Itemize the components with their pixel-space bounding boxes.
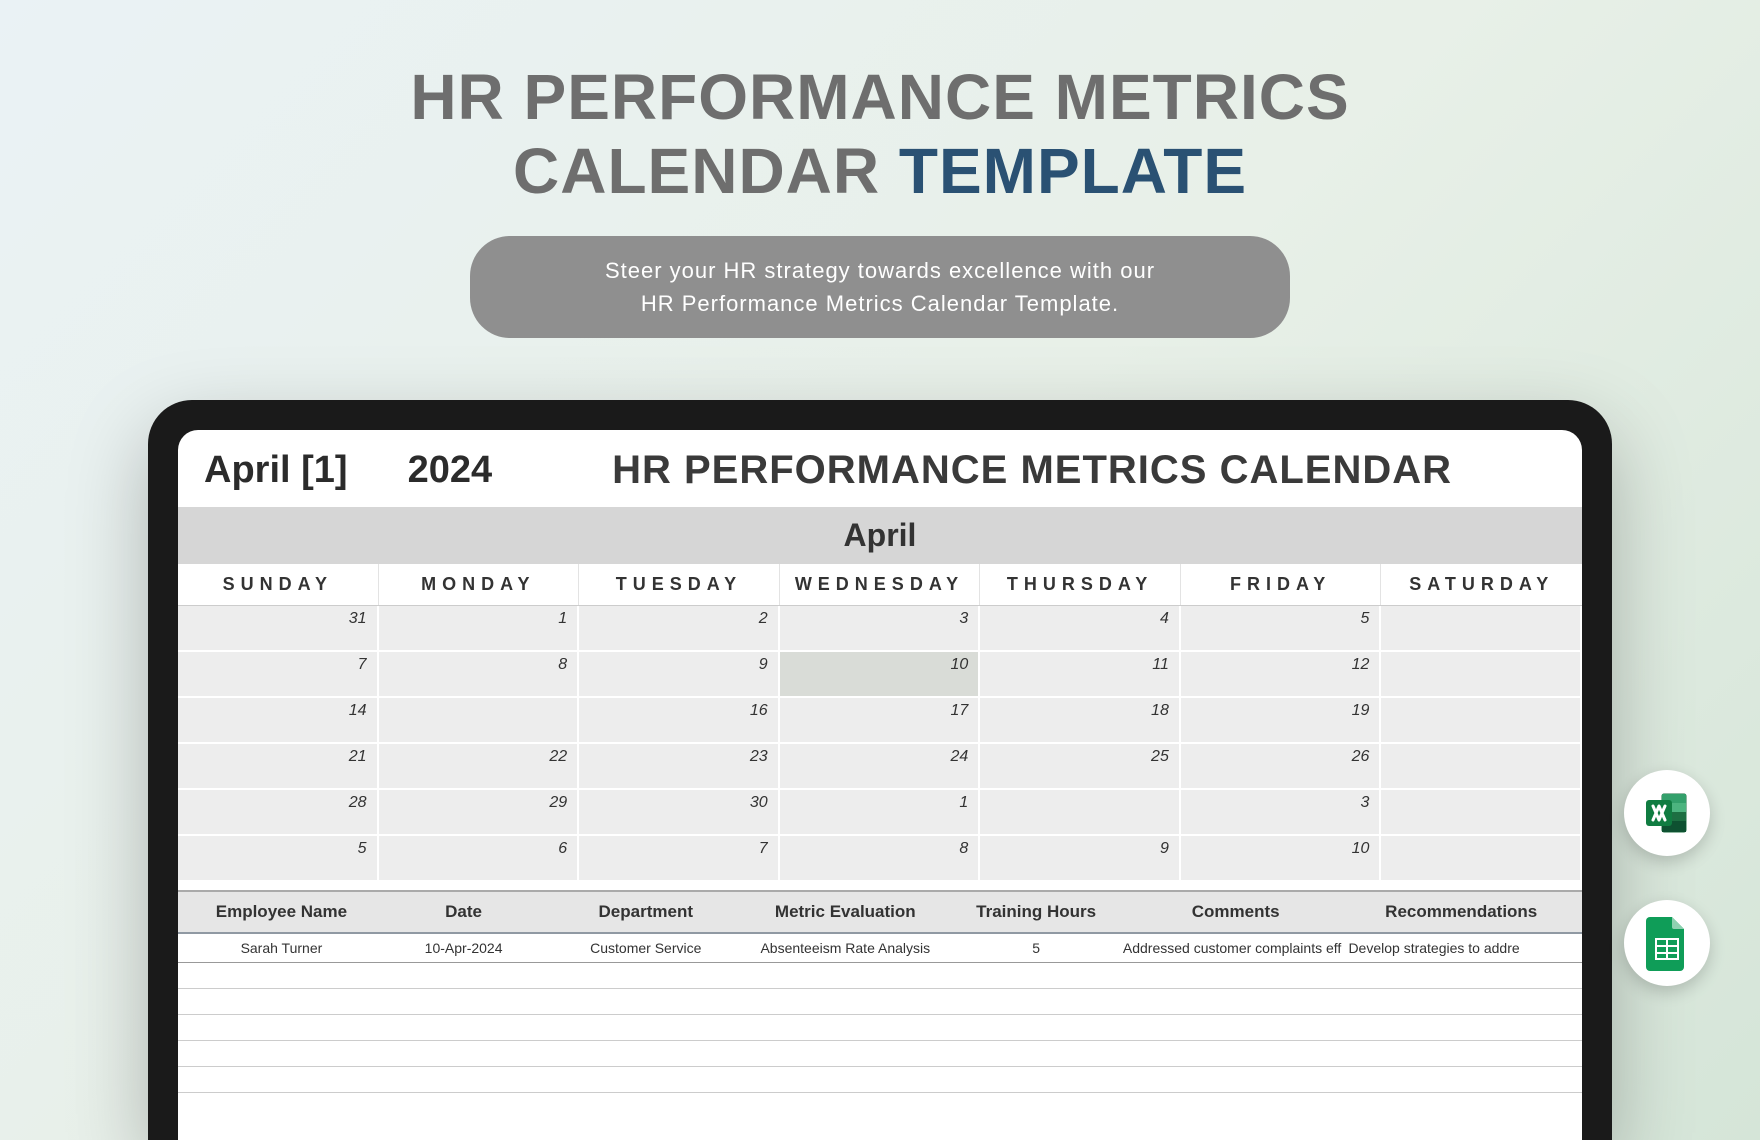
calendar-cell[interactable]: 10 — [780, 652, 981, 698]
sheet-header: April [1] 2024 HR PERFORMANCE METRICS CA… — [178, 430, 1582, 507]
data-table-header: Employee Name Date Department Metric Eva… — [178, 890, 1582, 934]
col-recs: Recommendations — [1348, 902, 1574, 922]
calendar-cell[interactable]: 28 — [178, 790, 379, 836]
col-metric: Metric Evaluation — [741, 902, 949, 922]
col-comments: Comments — [1123, 902, 1349, 922]
subtitle-line2: HR Performance Metrics Calendar Template… — [500, 287, 1260, 320]
subtitle-line1: Steer your HR strategy towards excellenc… — [500, 254, 1260, 287]
calendar-cell[interactable]: 11 — [980, 652, 1181, 698]
calendar-cell[interactable] — [980, 790, 1181, 836]
col-date: Date — [377, 902, 551, 922]
calendar-cell[interactable]: 3 — [1181, 790, 1382, 836]
weekday-fri: FRIDAY — [1181, 564, 1382, 605]
calendar-cell[interactable]: 30 — [579, 790, 780, 836]
calendar-cell[interactable] — [1381, 744, 1582, 790]
calendar-cell[interactable]: 9 — [980, 836, 1181, 882]
calendar-cell[interactable] — [1381, 790, 1582, 836]
sheet-title: HR PERFORMANCE METRICS CALENDAR — [612, 448, 1452, 493]
month-selector[interactable]: April [1] — [204, 449, 348, 492]
calendar-cell[interactable]: 23 — [579, 744, 780, 790]
tablet-frame: April [1] 2024 HR PERFORMANCE METRICS CA… — [148, 400, 1612, 1140]
calendar-cell[interactable]: 6 — [379, 836, 580, 882]
cell-hours: 5 — [949, 940, 1123, 956]
year-label: 2024 — [408, 449, 493, 492]
calendar-cell[interactable]: 1 — [379, 606, 580, 652]
excel-badge[interactable] — [1624, 770, 1710, 856]
title-line1: HR PERFORMANCE METRICS — [0, 60, 1760, 134]
cell-employee: Sarah Turner — [186, 940, 377, 956]
calendar-cell[interactable]: 24 — [780, 744, 981, 790]
calendar-cell[interactable]: 7 — [579, 836, 780, 882]
cell-recs: Develop strategies to addre — [1348, 940, 1574, 956]
title-line2-prefix: CALENDAR — [513, 135, 899, 207]
calendar-cell[interactable]: 4 — [980, 606, 1181, 652]
calendar-cell[interactable]: 8 — [379, 652, 580, 698]
table-row[interactable]: Sarah Turner 10-Apr-2024 Customer Servic… — [178, 934, 1582, 963]
calendar-cell[interactable]: 7 — [178, 652, 379, 698]
weekday-wed: WEDNESDAY — [780, 564, 981, 605]
calendar-cell[interactable]: 3 — [780, 606, 981, 652]
calendar-cell[interactable]: 18 — [980, 698, 1181, 744]
weekday-row: SUNDAY MONDAY TUESDAY WEDNESDAY THURSDAY… — [178, 564, 1582, 606]
calendar-cell[interactable]: 29 — [379, 790, 580, 836]
sheets-icon — [1644, 915, 1690, 971]
calendar-cell[interactable]: 12 — [1181, 652, 1382, 698]
calendar-cell[interactable]: 8 — [780, 836, 981, 882]
col-hours: Training Hours — [949, 902, 1123, 922]
calendar-cell[interactable]: 19 — [1181, 698, 1382, 744]
sheets-badge[interactable] — [1624, 900, 1710, 986]
weekday-sun: SUNDAY — [178, 564, 379, 605]
calendar-cell[interactable]: 17 — [780, 698, 981, 744]
calendar-cell[interactable] — [1381, 652, 1582, 698]
calendar-cell[interactable]: 5 — [178, 836, 379, 882]
cell-comments: Addressed customer complaints eff — [1123, 940, 1349, 956]
hero-title: HR PERFORMANCE METRICS CALENDAR TEMPLATE — [0, 0, 1760, 208]
cell-department: Customer Service — [550, 940, 741, 956]
calendar-cell[interactable] — [1381, 698, 1582, 744]
calendar-cell[interactable]: 9 — [579, 652, 780, 698]
calendar-cell[interactable]: 5 — [1181, 606, 1382, 652]
title-accent: TEMPLATE — [899, 135, 1247, 207]
calendar-cell[interactable]: 26 — [1181, 744, 1382, 790]
calendar-cell[interactable]: 14 — [178, 698, 379, 744]
calendar-cell[interactable]: 2 — [579, 606, 780, 652]
calendar-cell[interactable]: 21 — [178, 744, 379, 790]
calendar-cell[interactable] — [379, 698, 580, 744]
tablet-screen: April [1] 2024 HR PERFORMANCE METRICS CA… — [178, 430, 1582, 1140]
calendar-cell[interactable]: 22 — [379, 744, 580, 790]
col-department: Department — [550, 902, 741, 922]
empty-rows — [178, 963, 1582, 1093]
calendar-cell[interactable] — [1381, 606, 1582, 652]
weekday-tue: TUESDAY — [579, 564, 780, 605]
month-bar: April — [178, 507, 1582, 564]
col-employee: Employee Name — [186, 902, 377, 922]
excel-icon — [1642, 788, 1692, 838]
calendar-cell[interactable]: 1 — [780, 790, 981, 836]
calendar-cell[interactable] — [1381, 836, 1582, 882]
weekday-thu: THURSDAY — [980, 564, 1181, 605]
calendar-cell[interactable]: 10 — [1181, 836, 1382, 882]
cell-metric: Absenteeism Rate Analysis — [741, 940, 949, 956]
title-line2: CALENDAR TEMPLATE — [0, 134, 1760, 208]
calendar-grid: 3112345789101112141617181921222324252628… — [178, 606, 1582, 882]
subtitle-pill: Steer your HR strategy towards excellenc… — [470, 236, 1290, 338]
calendar-cell[interactable]: 25 — [980, 744, 1181, 790]
calendar-cell[interactable]: 16 — [579, 698, 780, 744]
weekday-sat: SATURDAY — [1381, 564, 1582, 605]
weekday-mon: MONDAY — [379, 564, 580, 605]
calendar-cell[interactable]: 31 — [178, 606, 379, 652]
cell-date: 10-Apr-2024 — [377, 940, 551, 956]
